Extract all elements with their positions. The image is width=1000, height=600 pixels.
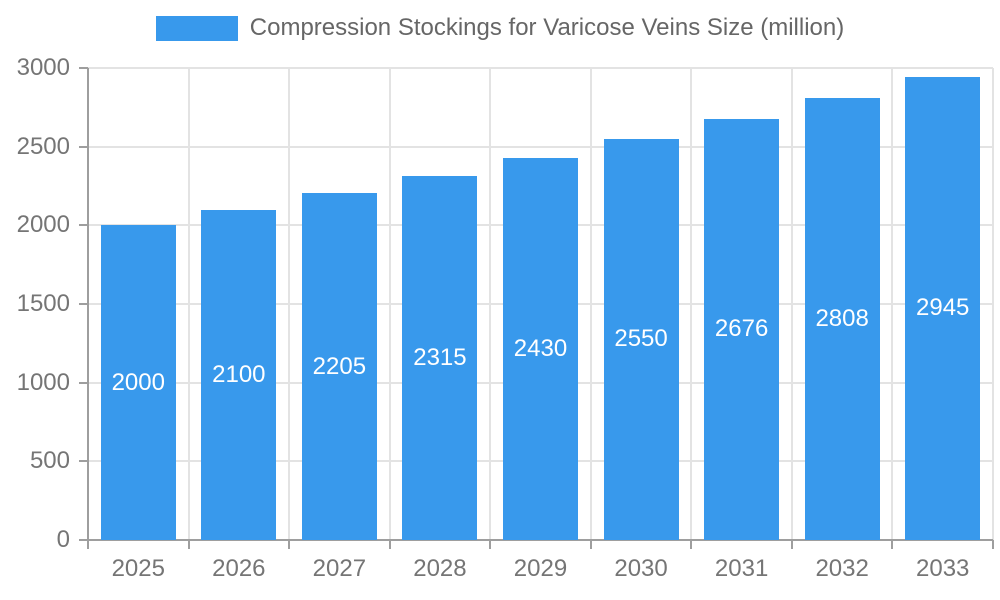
bar-value-label: 2676 (714, 315, 769, 343)
gridline-vertical (992, 68, 994, 540)
y-tick-mark (79, 224, 88, 227)
bar-2026 (201, 209, 277, 540)
gridline-horizontal (88, 67, 993, 69)
x-tick-label: 2025 (111, 555, 165, 582)
gridline-vertical (589, 68, 592, 540)
y-tick-label: 1000 (16, 368, 70, 396)
gridline-vertical (790, 68, 793, 540)
x-tick-mark (690, 540, 693, 549)
gridline-vertical (489, 68, 492, 540)
bar-2033 (905, 76, 981, 540)
x-tick-mark (891, 540, 894, 549)
y-axis-line (87, 68, 89, 549)
x-tick-label: 2027 (312, 555, 367, 582)
bar-2032 (804, 98, 880, 540)
gridline-horizontal (88, 145, 993, 148)
x-tick-label: 2028 (413, 555, 467, 582)
y-tick-label: 2000 (16, 211, 70, 239)
x-tick-mark (790, 540, 793, 549)
gridline-vertical (690, 68, 693, 540)
chart-legend[interactable]: Compression Stockings for Varicose Veins… (0, 14, 1000, 42)
x-tick-label: 2026 (212, 555, 266, 582)
x-tick-mark (187, 540, 190, 549)
y-tick-label: 500 (29, 447, 70, 475)
legend-swatch (155, 15, 238, 41)
gridline-vertical (288, 68, 291, 540)
y-tick-label: 1500 (16, 290, 70, 317)
x-axis-line (88, 539, 993, 541)
x-tick-label: 2032 (815, 555, 869, 582)
y-tick-mark (79, 67, 88, 69)
y-tick-mark (79, 381, 88, 384)
bar-value-label: 2550 (614, 325, 668, 353)
plot-area: 2000 2100 2205 2315 2430 2550 2676 2808 2945 (79, 67, 994, 549)
gridline-vertical (891, 68, 894, 540)
y-tick-label: 0 (56, 526, 70, 553)
bar-2029 (503, 157, 578, 540)
legend-label: Compression Stockings for Varicose Veins… (249, 14, 845, 41)
bar-2025 (100, 225, 176, 540)
bar-value-label: 2000 (111, 368, 165, 396)
x-tick-label: 2029 (513, 555, 568, 582)
x-tick-mark (288, 540, 291, 549)
x-tick-mark (992, 540, 994, 549)
bar-value-label: 2315 (413, 343, 467, 371)
y-tick-mark (79, 539, 88, 541)
x-tick-label: 2031 (714, 555, 769, 582)
bar-value-label: 2808 (815, 305, 869, 333)
bar-value-label: 2945 (916, 294, 970, 322)
y-tick-label: 2500 (16, 132, 70, 160)
bar-2031 (704, 118, 780, 540)
bar-2027 (301, 193, 377, 540)
bar-value-label: 2430 (513, 334, 568, 362)
bar-2028 (402, 175, 478, 540)
x-tick-mark (589, 540, 592, 549)
bar-2030 (603, 138, 679, 540)
x-tick-label: 2033 (916, 555, 970, 582)
x-tick-mark (489, 540, 492, 549)
y-tick-label: 3000 (16, 54, 70, 81)
bar-value-label: 2205 (312, 352, 367, 380)
x-tick-mark (388, 540, 391, 549)
y-tick-mark (79, 303, 88, 305)
gridline-vertical (187, 68, 190, 540)
x-tick-label: 2030 (614, 555, 668, 582)
y-tick-mark (79, 460, 88, 463)
bar-value-label: 2100 (212, 360, 266, 388)
gridline-vertical (388, 68, 391, 540)
y-tick-mark (79, 145, 88, 148)
